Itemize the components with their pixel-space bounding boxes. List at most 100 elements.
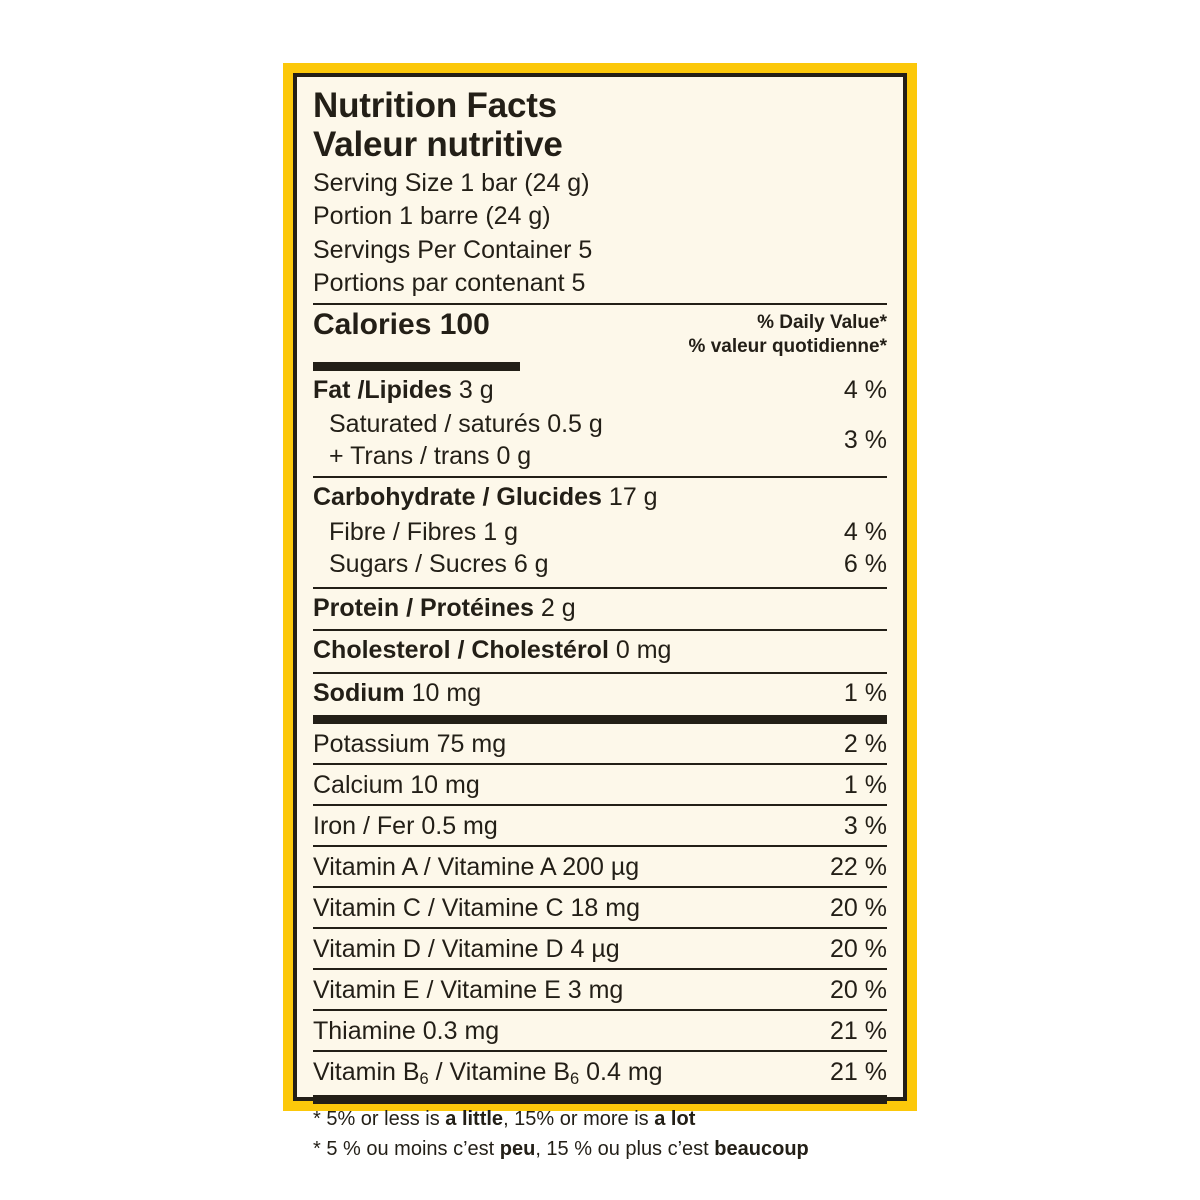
micronutrient-row: Iron / Fer 0.5 mg 3 % bbox=[313, 806, 887, 845]
servings-per-container-french: Portions par contenant 5 bbox=[313, 268, 586, 297]
micronutrient-row: Calcium 10 mg 1 % bbox=[313, 765, 887, 804]
micronutrient-label: Vitamin C / Vitamine C 18 mg bbox=[313, 894, 640, 923]
micronutrient-daily-value: 22 % bbox=[830, 853, 887, 882]
micronutrient-separator bbox=[313, 1050, 887, 1053]
micronutrient-daily-value: 20 % bbox=[830, 935, 887, 964]
micronutrient-row: Vitamin A / Vitamine A 200 µg 22 % bbox=[313, 847, 887, 886]
micronutrient-row: Potassium 75 mg 2 % bbox=[313, 724, 887, 763]
trans-amount: 0 g bbox=[496, 441, 532, 470]
micronutrient-row: Thiamine 0.3 mg 21 % bbox=[313, 1011, 887, 1050]
nutrient-row-cholesterol: Cholesterol / Cholestérol 0 mg bbox=[313, 631, 887, 669]
sugars-amount: 6 g bbox=[513, 550, 549, 579]
saturated-label: Saturated / saturés bbox=[329, 410, 541, 439]
micronutrient-daily-value: 20 % bbox=[830, 976, 887, 1005]
rule-above-calories bbox=[313, 303, 887, 305]
rule-under-calories bbox=[313, 361, 520, 371]
footnote-en-bold2: a lot bbox=[654, 1108, 696, 1131]
sodium-daily-value: 1 % bbox=[843, 678, 887, 707]
micronutrient-row: Vitamin D / Vitamine D 4 µg 20 % bbox=[313, 929, 887, 968]
rule-above-protein bbox=[313, 586, 887, 589]
footnote-french: * 5 % ou moins c’est peu, 15 % ou plus c… bbox=[313, 1134, 887, 1164]
micronutrient-row: Vitamin C / Vitamine C 18 mg 20 % bbox=[313, 888, 887, 927]
saturated-trans-daily-value: 3 % bbox=[843, 426, 887, 455]
micronutrient-label: Potassium 75 mg bbox=[313, 730, 507, 759]
serving-size-french: Portion 1 barre (24 g) bbox=[313, 202, 551, 231]
protein-label: Protein / Protéines bbox=[313, 593, 534, 622]
nutrient-row-sugars: Sugars / Sucres 6 g 6 % bbox=[313, 548, 887, 584]
rule-above-carbohydrate bbox=[313, 476, 887, 479]
rule-above-cholesterol bbox=[313, 629, 887, 632]
fibre-label: Fibre / Fibres bbox=[329, 517, 477, 546]
footnote-en-part2: , 15% or more is bbox=[503, 1108, 655, 1131]
rule-above-micronutrients bbox=[313, 715, 887, 725]
saturated-amount: 0.5 g bbox=[547, 410, 603, 439]
protein-amount: 2 g bbox=[540, 593, 576, 622]
daily-value-header: % Daily Value* % valeur quotidienne* bbox=[689, 307, 887, 360]
fat-daily-value: 4 % bbox=[843, 375, 887, 404]
micronutrient-daily-value: 20 % bbox=[830, 894, 887, 923]
trans-label: + Trans / trans bbox=[329, 441, 490, 470]
nutrition-facts-label: Nutrition Facts Valeur nutritive Serving… bbox=[283, 63, 917, 1160]
sodium-label: Sodium bbox=[313, 678, 405, 707]
title-french: Valeur nutritive bbox=[313, 124, 563, 164]
nutrient-row-saturated-trans: Saturated / saturés 0.5 g + Trans / tran… bbox=[313, 408, 887, 473]
cholesterol-amount: 0 mg bbox=[615, 636, 672, 665]
fibre-amount: 1 g bbox=[483, 517, 518, 546]
micronutrient-separator bbox=[313, 968, 887, 971]
micronutrient-separator bbox=[313, 763, 887, 766]
micronutrient-row: Vitamin E / Vitamine E 3 mg 20 % bbox=[313, 970, 887, 1009]
micronutrient-label: Calcium 10 mg bbox=[313, 771, 480, 800]
micronutrient-daily-value: 2 % bbox=[843, 730, 887, 759]
fat-label: Fat /Lipides bbox=[313, 375, 452, 404]
micronutrient-daily-value: 21 % bbox=[830, 1058, 887, 1087]
servings-per-container-english: Servings Per Container 5 bbox=[313, 235, 593, 264]
saturated-line: Saturated / saturés 0.5 g bbox=[329, 409, 603, 441]
micronutrient-label: Vitamin A / Vitamine A 200 µg bbox=[313, 853, 640, 882]
label-inner-panel: Nutrition Facts Valeur nutritive Serving… bbox=[293, 73, 907, 1160]
micronutrient-label: Vitamin D / Vitamine D 4 µg bbox=[313, 935, 620, 964]
title-english: Nutrition Facts bbox=[313, 86, 557, 125]
footnote-fr-part1: * 5 % ou moins c’est bbox=[313, 1137, 500, 1160]
nutrient-row-fibre: Fibre / Fibres 1 g 4 % bbox=[313, 516, 887, 549]
nutrient-row-sodium: Sodium 10 mg 1 % bbox=[313, 674, 887, 712]
nutrient-row-fat: Fat /Lipides 3 g 4 % bbox=[313, 371, 887, 409]
micronutrient-separator bbox=[313, 1009, 887, 1012]
carbohydrate-label: Carbohydrate / Glucides bbox=[313, 483, 602, 512]
micronutrient-separator bbox=[313, 886, 887, 889]
sugars-label: Sugars / Sucres bbox=[329, 550, 507, 579]
calories-value: Calories 100 bbox=[313, 308, 490, 341]
trans-line: + Trans / trans 0 g bbox=[329, 441, 603, 473]
fibre-daily-value: 4 % bbox=[843, 517, 887, 546]
footnote-fr-bold2: beaucoup bbox=[714, 1137, 809, 1160]
micronutrient-separator bbox=[313, 927, 887, 930]
fat-amount: 3 g bbox=[458, 375, 494, 404]
cholesterol-label: Cholesterol / Cholestérol bbox=[313, 636, 609, 665]
daily-value-header-english: % Daily Value* bbox=[757, 312, 887, 333]
micronutrient-label: Thiamine 0.3 mg bbox=[313, 1017, 500, 1046]
nutrient-row-protein: Protein / Protéines 2 g bbox=[313, 589, 887, 627]
footnote-en-part1: * 5% or less is bbox=[313, 1108, 446, 1131]
micronutrient-daily-value: 21 % bbox=[830, 1017, 887, 1046]
micronutrient-label: Vitamin B6 / Vitamine B6 0.4 mg bbox=[313, 1058, 663, 1088]
rule-above-footnotes bbox=[313, 1095, 887, 1105]
carbohydrate-amount: 17 g bbox=[608, 483, 658, 512]
footnote-en-bold1: a little bbox=[445, 1108, 504, 1131]
footnote-fr-bold1: peu bbox=[499, 1137, 536, 1160]
micronutrient-label: Iron / Fer 0.5 mg bbox=[313, 812, 498, 841]
footnote-english: * 5% or less is a little, 15% or more is… bbox=[313, 1104, 887, 1134]
micronutrient-daily-value: 1 % bbox=[843, 771, 887, 800]
calories-row: Calories 100 % Daily Value* % valeur quo… bbox=[313, 305, 887, 360]
serving-size-english: Serving Size 1 bar (24 g) bbox=[313, 169, 590, 197]
micronutrient-label: Vitamin E / Vitamine E 3 mg bbox=[313, 976, 624, 1005]
nutrient-row-carbohydrate: Carbohydrate / Glucides 17 g bbox=[313, 478, 887, 516]
micronutrient-row-vitamin-b6: Vitamin B6 / Vitamine B6 0.4 mg 21 % bbox=[313, 1052, 887, 1091]
sodium-amount: 10 mg bbox=[411, 678, 482, 707]
sugars-daily-value: 6 % bbox=[843, 550, 887, 579]
micronutrient-list: Potassium 75 mg 2 % Calcium 10 mg 1 % Ir… bbox=[313, 724, 887, 1091]
daily-value-header-french: % valeur quotidienne* bbox=[688, 336, 887, 358]
rule-above-sodium bbox=[313, 671, 887, 674]
micronutrient-separator bbox=[313, 804, 887, 807]
footnote-fr-part2: , 15 % ou plus c’est bbox=[535, 1137, 715, 1160]
micronutrient-daily-value: 3 % bbox=[843, 812, 887, 841]
micronutrient-separator bbox=[313, 845, 887, 848]
